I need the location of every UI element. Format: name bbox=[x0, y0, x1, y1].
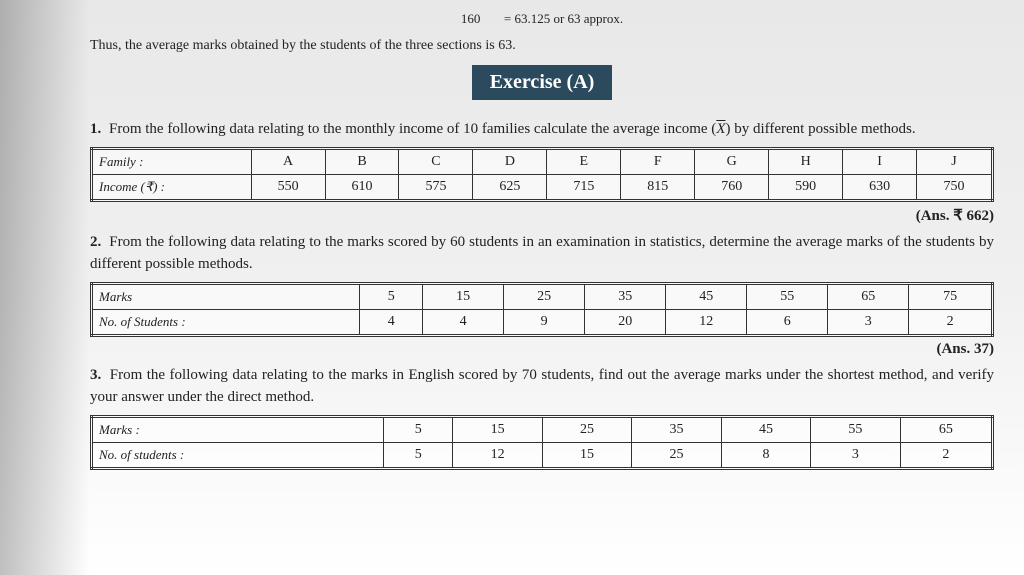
table-row: Income (₹) : 550 610 575 625 715 815 760… bbox=[92, 174, 993, 200]
q2-number: 2. bbox=[90, 234, 101, 250]
q1-text-a: From the following data relating to the … bbox=[109, 121, 716, 137]
cell: I bbox=[843, 148, 917, 174]
q3-row2-label: No. of students : bbox=[92, 442, 384, 468]
q2-answer: (Ans. 37) bbox=[90, 341, 994, 358]
cell: 15 bbox=[423, 283, 504, 309]
cell: J bbox=[917, 148, 993, 174]
q1-answer: (Ans. ₹ 662) bbox=[90, 206, 994, 225]
cell: 4 bbox=[423, 309, 504, 335]
q1-row1-label: Family : bbox=[92, 148, 252, 174]
cell: 35 bbox=[585, 283, 666, 309]
cell: 2 bbox=[900, 442, 992, 468]
question-3: 3. From the following data relating to t… bbox=[90, 364, 994, 409]
table-row: Marks : 5 15 25 35 45 55 65 bbox=[92, 416, 993, 442]
cell: 9 bbox=[504, 309, 585, 335]
cell: 3 bbox=[811, 442, 900, 468]
cell: 55 bbox=[747, 283, 828, 309]
header-conclusion: Thus, the average marks obtained by the … bbox=[90, 36, 994, 56]
cell: F bbox=[621, 148, 695, 174]
cell: 625 bbox=[473, 174, 547, 200]
cell: 25 bbox=[632, 442, 721, 468]
cell: G bbox=[695, 148, 769, 174]
cell: 65 bbox=[828, 283, 909, 309]
header-approx: = 63.125 or 63 approx. bbox=[504, 11, 623, 26]
table-row: Family : A B C D E F G H I J bbox=[92, 148, 993, 174]
cell: H bbox=[769, 148, 843, 174]
cell: C bbox=[399, 148, 473, 174]
cell: 4 bbox=[360, 309, 423, 335]
cell: 630 bbox=[843, 174, 917, 200]
cell: 75 bbox=[909, 283, 993, 309]
cell: 5 bbox=[360, 283, 423, 309]
cell: 575 bbox=[399, 174, 473, 200]
q2-text: From the following data relating to the … bbox=[90, 234, 994, 273]
cell: 35 bbox=[632, 416, 721, 442]
page-shadow bbox=[0, 0, 90, 575]
cell: 815 bbox=[621, 174, 695, 200]
exercise-badge: Exercise (A) bbox=[472, 65, 613, 100]
q3-text: From the following data relating to the … bbox=[90, 367, 994, 406]
q3-row1-label: Marks : bbox=[92, 416, 384, 442]
cell: 25 bbox=[542, 416, 631, 442]
q2-row2-label: No. of Students : bbox=[92, 309, 360, 335]
cell: 45 bbox=[721, 416, 810, 442]
cell: 45 bbox=[666, 283, 747, 309]
cell: 610 bbox=[325, 174, 399, 200]
cell: 3 bbox=[828, 309, 909, 335]
q1-text-b: ) by different possible methods. bbox=[725, 121, 915, 137]
q3-number: 3. bbox=[90, 367, 101, 383]
q2-table: Marks 5 15 25 35 45 55 65 75 No. of Stud… bbox=[90, 282, 994, 337]
q3-table: Marks : 5 15 25 35 45 55 65 No. of stude… bbox=[90, 415, 994, 470]
cell: 55 bbox=[811, 416, 900, 442]
cell: B bbox=[325, 148, 399, 174]
q1-row2-label: Income (₹) : bbox=[92, 174, 252, 200]
cell: 590 bbox=[769, 174, 843, 200]
cell: 15 bbox=[542, 442, 631, 468]
q1-table: Family : A B C D E F G H I J Income (₹) … bbox=[90, 147, 994, 202]
cell: 550 bbox=[251, 174, 325, 200]
cell: 8 bbox=[721, 442, 810, 468]
cell: 750 bbox=[917, 174, 993, 200]
cell: 20 bbox=[585, 309, 666, 335]
header-frac: 160 bbox=[461, 10, 481, 28]
cell: 12 bbox=[666, 309, 747, 335]
table-row: No. of students : 5 12 15 25 8 3 2 bbox=[92, 442, 993, 468]
cell: 12 bbox=[453, 442, 542, 468]
cell: 5 bbox=[384, 416, 453, 442]
q2-row1-label: Marks bbox=[92, 283, 360, 309]
cell: A bbox=[251, 148, 325, 174]
question-2: 2. From the following data relating to t… bbox=[90, 231, 994, 276]
table-row: No. of Students : 4 4 9 20 12 6 3 2 bbox=[92, 309, 993, 335]
table-row: Marks 5 15 25 35 45 55 65 75 bbox=[92, 283, 993, 309]
header-fraction-row: 160 = 63.125 or 63 approx. bbox=[90, 10, 994, 30]
cell: 25 bbox=[504, 283, 585, 309]
cell: 715 bbox=[547, 174, 621, 200]
cell: 6 bbox=[747, 309, 828, 335]
question-1: 1. From the following data relating to t… bbox=[90, 118, 994, 141]
cell: 15 bbox=[453, 416, 542, 442]
cell: 5 bbox=[384, 442, 453, 468]
cell: 65 bbox=[900, 416, 992, 442]
cell: 2 bbox=[909, 309, 993, 335]
cell: 760 bbox=[695, 174, 769, 200]
cell: D bbox=[473, 148, 547, 174]
q1-number: 1. bbox=[90, 121, 101, 137]
cell: E bbox=[547, 148, 621, 174]
